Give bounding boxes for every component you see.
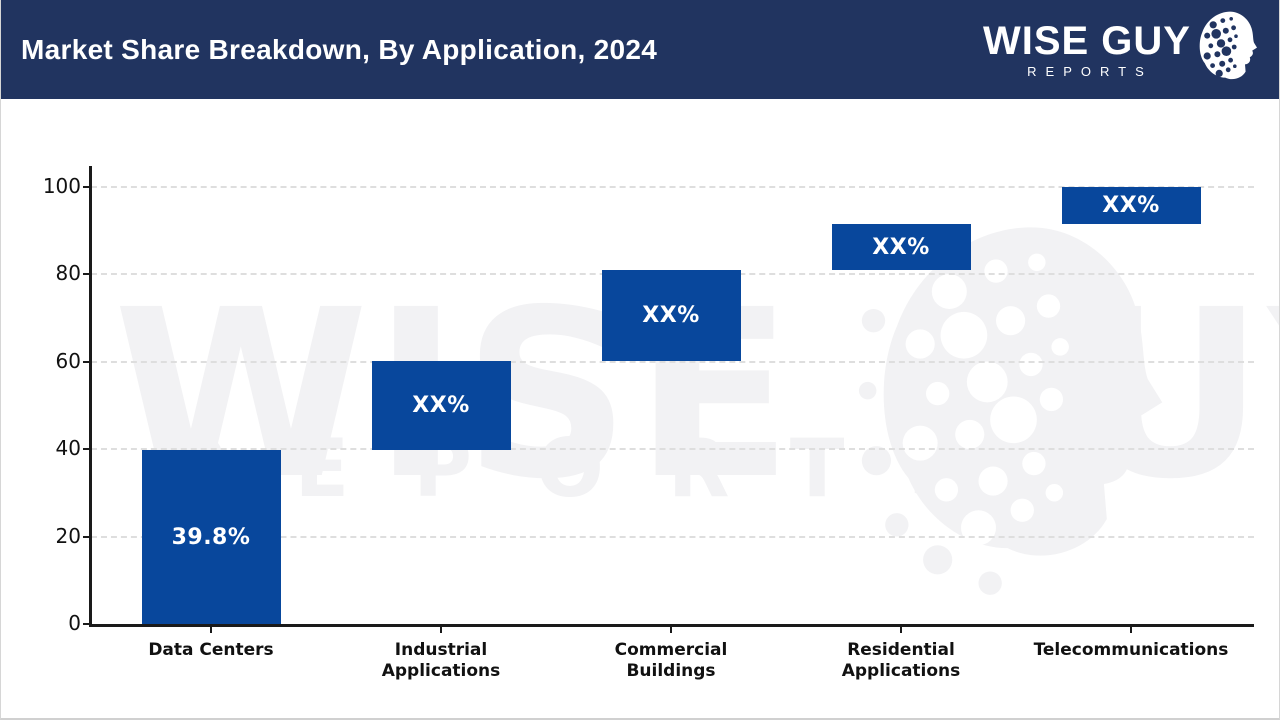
category-label-line: Commercial xyxy=(614,640,728,660)
x-axis-tickmark xyxy=(670,626,672,633)
y-axis-line xyxy=(89,166,92,627)
bar-value-label: XX% xyxy=(642,302,700,328)
category-label-line: Applications xyxy=(381,661,501,681)
x-axis-tickmark xyxy=(900,626,902,633)
brand-logo: WISE GUY REPORTS xyxy=(983,8,1267,92)
gridline xyxy=(91,535,1254,538)
x-axis-line xyxy=(89,624,1254,627)
y-axis-tick-label: 100 xyxy=(42,174,81,198)
category-label-line: Applications xyxy=(841,661,961,681)
watermark-head-icon xyxy=(858,227,1163,595)
category-label-line: Industrial xyxy=(394,640,488,660)
header-bar: Market Share Breakdown, By Application, … xyxy=(1,0,1279,99)
brand-name-text: WISE GUY xyxy=(982,19,1191,63)
x-axis-tickmark xyxy=(210,626,212,633)
bar-telecommunications: XX% xyxy=(1061,187,1201,225)
y-axis-tickmark xyxy=(83,360,91,363)
x-axis-category-label: Data Centers xyxy=(91,640,331,661)
x-axis-category-label: Residential Applications xyxy=(781,640,1021,682)
bar-commercial-buildings: XX% xyxy=(601,270,741,361)
x-axis-category-label: Telecommunications xyxy=(1011,640,1251,661)
gridline xyxy=(91,448,1254,451)
y-axis-tick-label: 40 xyxy=(55,436,81,461)
x-axis-tickmark xyxy=(1130,626,1132,633)
gridline xyxy=(91,360,1254,363)
page-title: Market Share Breakdown, By Application, … xyxy=(21,33,658,65)
watermark-subtext: REPORTS xyxy=(169,422,1031,515)
category-label-line: Buildings xyxy=(626,661,716,681)
category-label-line: Residential xyxy=(847,640,955,660)
y-axis-tickmark xyxy=(83,623,91,625)
wiseguy-head-icon xyxy=(1199,11,1257,79)
bar-value-label: XX% xyxy=(1102,193,1160,219)
bar-value-label: XX% xyxy=(412,392,470,418)
category-label-line: Telecommunications xyxy=(1033,640,1229,660)
bar-data-centers: 39.8% xyxy=(141,450,281,624)
y-axis-tickmark xyxy=(83,535,91,538)
y-axis-tick-label: 20 xyxy=(55,523,81,548)
bar-industrial-applications: XX% xyxy=(371,360,511,451)
bar-value-label: XX% xyxy=(872,234,930,260)
category-label-line: Data Centers xyxy=(148,640,274,660)
x-axis-category-label: Commercial Buildings xyxy=(551,640,791,682)
y-axis-tickmark xyxy=(83,448,91,451)
y-axis-tick-label: 60 xyxy=(55,348,81,373)
x-axis-category-label: Industrial Applications xyxy=(321,640,561,682)
y-axis-tickmark xyxy=(83,186,91,188)
brand-wordmark: WISE GUY REPORTS xyxy=(983,21,1191,78)
x-axis-tickmark xyxy=(440,626,442,633)
gridline xyxy=(91,186,1254,188)
bar-value-label: 39.8% xyxy=(171,524,251,550)
y-axis-tick-label: 80 xyxy=(55,261,81,286)
bar-residential-applications: XX% xyxy=(831,224,971,271)
y-axis-tick-label: 0 xyxy=(68,611,81,635)
y-axis-tickmark xyxy=(83,273,91,276)
brand-subtext: REPORTS xyxy=(1027,64,1153,79)
